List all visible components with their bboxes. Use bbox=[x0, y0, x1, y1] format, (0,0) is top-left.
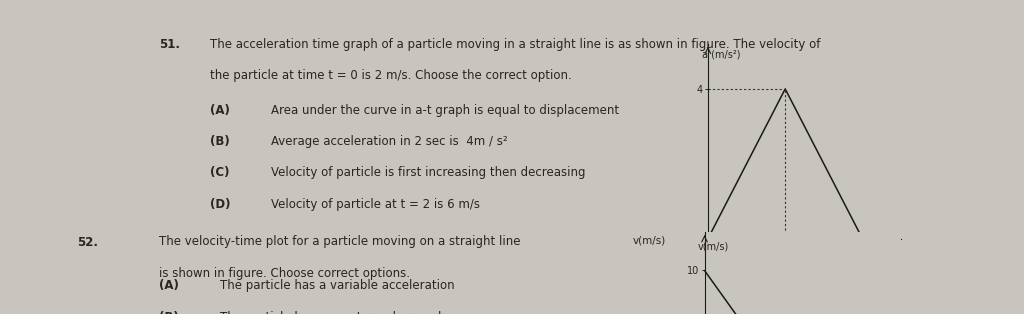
Text: Velocity of particle is first increasing then decreasing: Velocity of particle is first increasing… bbox=[271, 166, 586, 179]
Text: The velocity-time plot for a particle moving on a straight line: The velocity-time plot for a particle mo… bbox=[159, 236, 520, 248]
Text: The particle has never turned around: The particle has never turned around bbox=[220, 311, 441, 314]
Text: (B): (B) bbox=[210, 135, 229, 148]
Text: v(m/s): v(m/s) bbox=[698, 241, 729, 252]
Text: (D): (D) bbox=[210, 198, 230, 211]
Text: is shown in figure. Choose correct options.: is shown in figure. Choose correct optio… bbox=[159, 267, 410, 280]
Text: (B): (B) bbox=[159, 311, 178, 314]
Text: 51.: 51. bbox=[159, 38, 180, 51]
Text: 52.: 52. bbox=[77, 236, 98, 248]
Text: (C): (C) bbox=[210, 166, 229, 179]
Text: The particle has a variable acceleration: The particle has a variable acceleration bbox=[220, 279, 455, 292]
Text: a (m/s²): a (m/s²) bbox=[701, 50, 740, 60]
Text: Area under the curve in a-t graph is equal to displacement: Area under the curve in a-t graph is equ… bbox=[271, 104, 620, 116]
Text: the particle at time t = 0 is 2 m/s. Choose the correct option.: the particle at time t = 0 is 2 m/s. Cho… bbox=[210, 69, 571, 82]
Text: (A): (A) bbox=[159, 279, 178, 292]
Text: v(m/s): v(m/s) bbox=[633, 236, 666, 246]
Text: t (s): t (s) bbox=[876, 252, 895, 262]
Text: Velocity of particle at t = 2 is 6 m/s: Velocity of particle at t = 2 is 6 m/s bbox=[271, 198, 480, 211]
Text: The acceleration time graph of a particle moving in a straight line is as shown : The acceleration time graph of a particl… bbox=[210, 38, 820, 51]
Text: (A): (A) bbox=[210, 104, 229, 116]
Text: Average acceleration in 2 sec is  4m / s²: Average acceleration in 2 sec is 4m / s² bbox=[271, 135, 508, 148]
